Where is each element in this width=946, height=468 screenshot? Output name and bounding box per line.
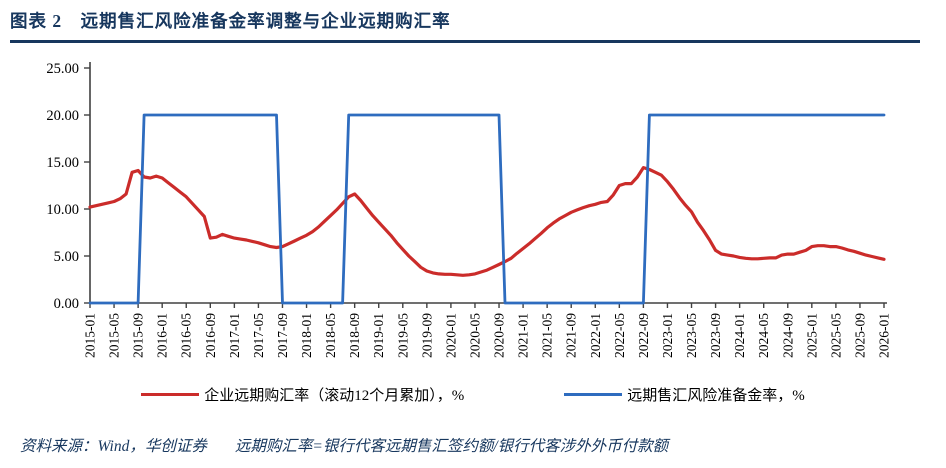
x-tick-label: 2025-01 [804, 313, 819, 358]
x-tick-label: 2026-01 [877, 313, 892, 358]
x-tick-label: 2016-05 [179, 313, 194, 358]
x-tick-label: 2024-05 [756, 313, 771, 358]
formula-note: 远期购汇率=银行代客远期售汇签约额/银行代客涉外外币付款额 [234, 438, 669, 455]
figure-title: 图表 2 远期售汇风险准备金率调整与企业远期购汇率 [10, 11, 451, 31]
source-line: 资料来源：Wind，华创证券 远期购汇率=银行代客远期售汇签约额/银行代客涉外外币… [20, 434, 930, 456]
x-tick-label: 2024-09 [780, 313, 795, 358]
x-tick-label: 2021-05 [540, 313, 555, 358]
x-tick-label: 2018-05 [323, 313, 338, 358]
x-tick-label: 2023-01 [660, 313, 675, 358]
x-tick-label: 2015-09 [131, 313, 146, 358]
x-tick-label: 2023-09 [708, 313, 723, 358]
legend-swatch-red-line [141, 392, 200, 397]
legend-swatch-blue-line [564, 392, 623, 397]
chart-legend: 企业远期购汇率（滚动12个月累加），% 远期售汇风险准备金率，% [0, 384, 946, 405]
series-line-forward-purchase-rate [88, 165, 886, 277]
figure-header: 图表 2 远期售汇风险准备金率调整与企业远期购汇率 [10, 8, 920, 43]
x-tick-label: 2015-05 [107, 313, 122, 358]
x-tick-label: 2021-09 [564, 313, 579, 358]
x-tick-label: 2017-09 [275, 313, 290, 358]
x-tick-label: 2024-01 [732, 313, 747, 358]
x-tick-label: 2018-09 [347, 313, 362, 358]
x-tick-label: 2020-05 [467, 313, 482, 358]
y-tick-label: 0.00 [54, 296, 79, 312]
y-tick-label: 10.00 [46, 202, 79, 218]
x-tick-label: 2020-09 [492, 313, 507, 358]
series-line-risk-reserve-ratio [88, 113, 886, 305]
x-tick-label: 2022-09 [636, 313, 651, 358]
x-tick-label: 2019-09 [419, 313, 434, 358]
x-tick-label: 2022-01 [588, 313, 603, 358]
x-tick-label: 2017-05 [251, 313, 266, 358]
x-tick-label: 2017-01 [227, 313, 242, 358]
y-tick-label: 5.00 [54, 249, 79, 265]
source-text: 资料来源：Wind，华创证券 [20, 438, 207, 455]
x-tick-label: 2025-05 [828, 313, 843, 358]
x-tick-label: 2023-05 [684, 313, 699, 358]
x-tick-label: 2019-05 [395, 313, 410, 358]
y-tick-label: 25.00 [46, 61, 79, 77]
y-tick-label: 15.00 [46, 155, 79, 171]
legend-label: 企业远期购汇率（滚动12个月累加），% [204, 388, 465, 404]
legend-item-forward-purchase-rate: 企业远期购汇率（滚动12个月累加），% [141, 384, 464, 405]
legend-item-risk-reserve-ratio: 远期售汇风险准备金率，% [564, 384, 805, 405]
x-tick-label: 2021-01 [516, 313, 531, 358]
x-tick-label: 2018-01 [299, 313, 314, 358]
x-tick-label: 2016-09 [203, 313, 218, 358]
x-tick-label: 2016-01 [155, 313, 170, 358]
x-tick-label: 2015-01 [83, 313, 98, 358]
legend-label: 远期售汇风险准备金率，% [627, 388, 805, 404]
x-tick-label: 2025-09 [852, 313, 867, 358]
y-tick-label: 20.00 [46, 108, 79, 124]
line-chart: 0.00 5.00 10.00 15.00 20.00 25.00 2015-01 2015-… [46, 61, 892, 358]
x-tick-label: 2019-01 [371, 313, 386, 358]
x-tick-label: 2020-01 [443, 313, 458, 358]
x-tick-label: 2022-05 [612, 313, 627, 358]
